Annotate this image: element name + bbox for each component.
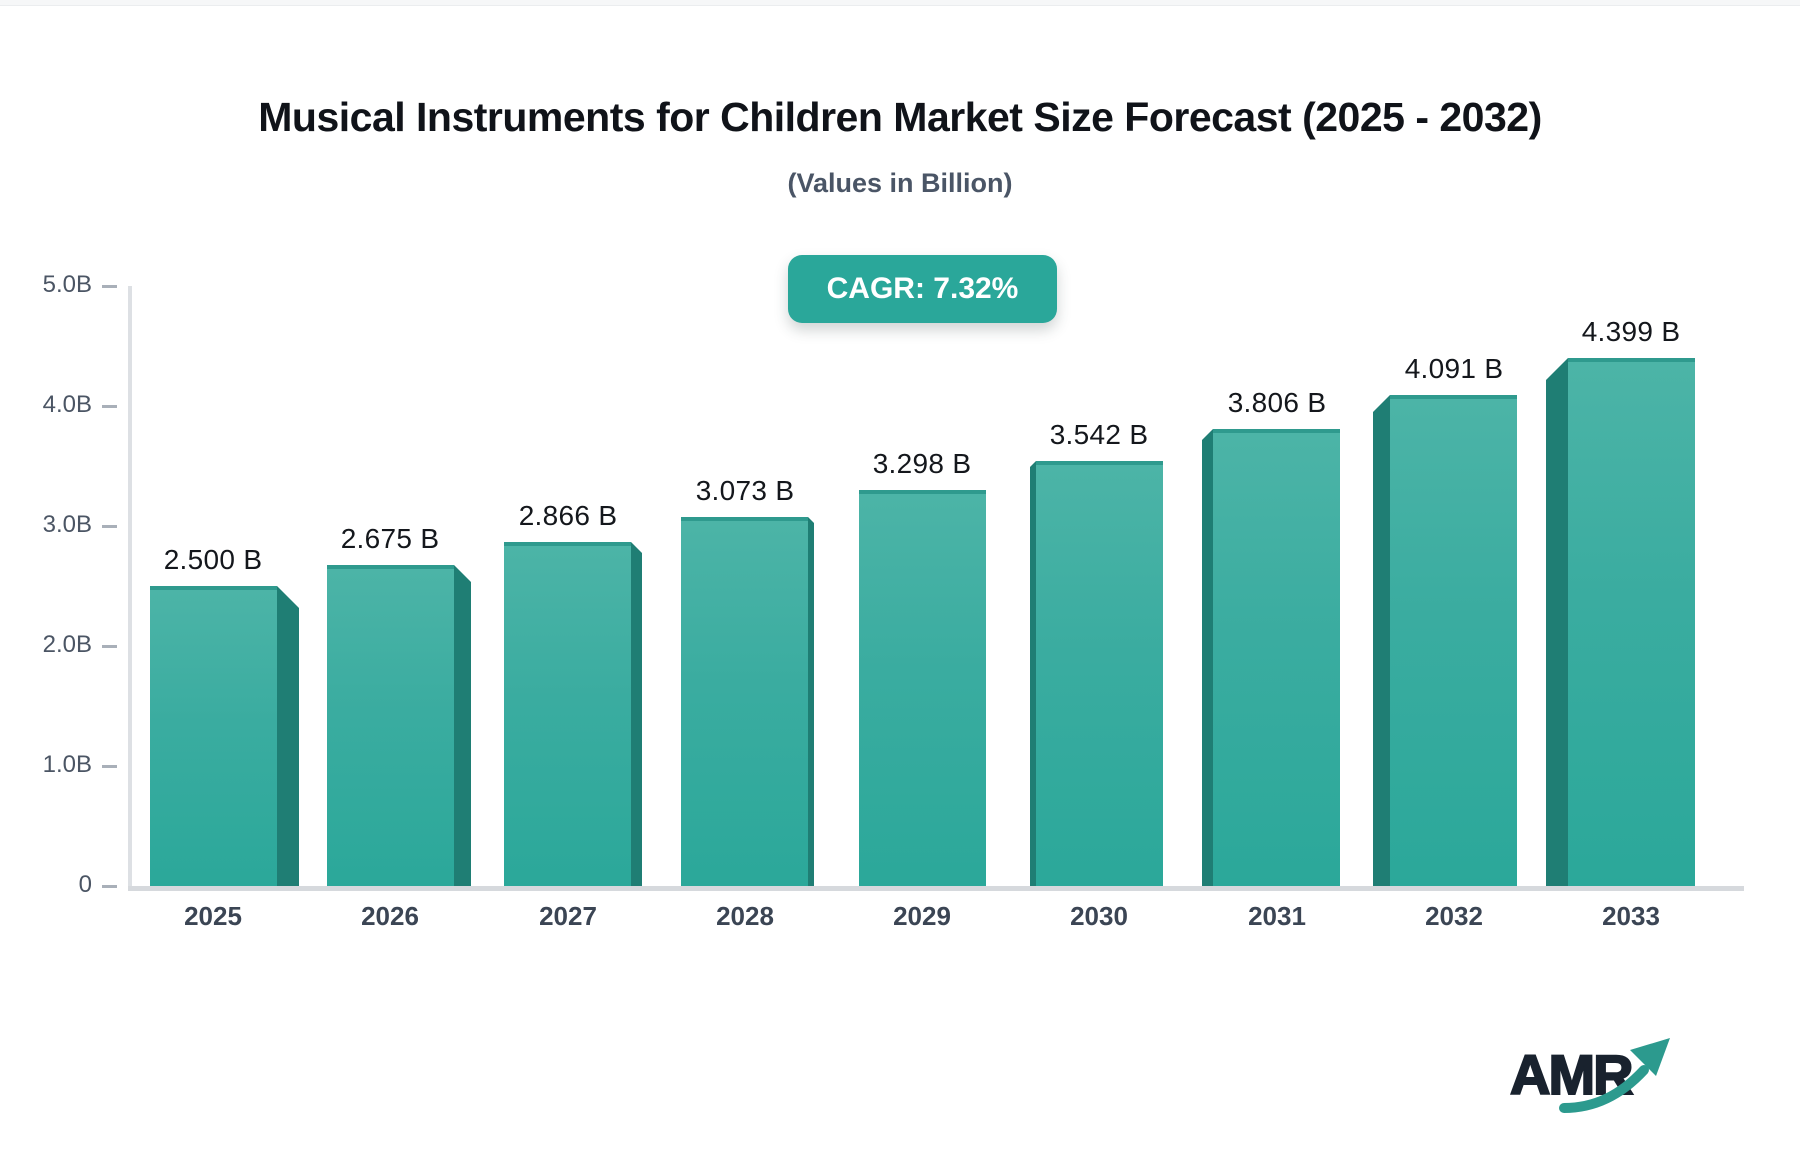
bar-side-face xyxy=(1546,358,1568,886)
bar-value-label: 4.399 B xyxy=(1581,316,1681,347)
bar-2028 xyxy=(681,517,808,886)
x-axis-label: 2028 xyxy=(716,901,774,931)
bar-2033 xyxy=(1568,358,1695,886)
y-axis-tick-label: 0 xyxy=(78,871,92,898)
bar-value-label: 2.500 B xyxy=(163,544,263,575)
y-axis-tick-label: 5.0B xyxy=(42,271,92,298)
bar-side-face xyxy=(1373,395,1390,886)
amr-logo-arrow-icon xyxy=(1559,1038,1670,1113)
x-axis-label: 2029 xyxy=(893,901,951,931)
bar-side-face xyxy=(808,517,814,886)
chart-subtitle: (Values in Billion) xyxy=(787,168,1013,198)
bar-2032 xyxy=(1390,395,1517,886)
y-axis-tick xyxy=(102,645,117,648)
y-axis-tick xyxy=(102,525,117,528)
y-axis-tick xyxy=(102,765,117,768)
y-axis-tick-label: 2.0B xyxy=(42,631,92,658)
bar-2027 xyxy=(504,542,631,886)
x-axis-label: 2032 xyxy=(1425,901,1483,931)
bar-value-label: 3.542 B xyxy=(1049,419,1149,450)
bar-2025 xyxy=(150,586,277,886)
bar-value-label: 3.298 B xyxy=(872,448,972,479)
bar-2026 xyxy=(327,565,454,886)
y-axis-tick-label: 1.0B xyxy=(42,751,92,778)
y-axis-tick-label: 4.0B xyxy=(42,391,92,418)
cagr-badge-label: CAGR: 7.32% xyxy=(826,272,1019,305)
cagr-badge: CAGR: 7.32% xyxy=(788,255,1057,323)
bar-value-label: 2.675 B xyxy=(340,523,440,554)
x-axis-label: 2031 xyxy=(1248,901,1306,931)
bar-value-label: 3.073 B xyxy=(695,475,795,506)
bar-side-face xyxy=(277,586,299,886)
y-axis-tick xyxy=(102,885,117,888)
y-axis-tick-label: 3.0B xyxy=(42,511,92,538)
bar-2030 xyxy=(1036,461,1163,886)
x-axis-baseline xyxy=(128,886,1744,891)
bar-side-face xyxy=(1030,461,1036,886)
bar-value-label: 4.091 B xyxy=(1404,353,1504,384)
x-axis-label: 2027 xyxy=(539,901,597,931)
bar-2029 xyxy=(859,490,986,886)
bar-side-face xyxy=(631,542,642,886)
x-axis-label: 2025 xyxy=(184,901,242,931)
bar-side-face xyxy=(1202,429,1213,886)
bar-side-face xyxy=(454,565,471,886)
page-top-edge xyxy=(0,0,1800,6)
y-axis-tick xyxy=(102,405,117,408)
x-axis-label: 2026 xyxy=(361,901,419,931)
x-axis-label: 2033 xyxy=(1602,901,1660,931)
y-axis-line xyxy=(128,286,132,887)
x-axis-label: 2030 xyxy=(1070,901,1128,931)
y-axis-tick xyxy=(102,285,117,288)
amr-logo: AMR xyxy=(1509,1038,1670,1113)
bar-value-label: 2.866 B xyxy=(518,500,618,531)
bar-value-label: 3.806 B xyxy=(1227,387,1327,418)
bar-2031 xyxy=(1213,429,1340,886)
chart-title: Musical Instruments for Children Market … xyxy=(258,94,1542,140)
